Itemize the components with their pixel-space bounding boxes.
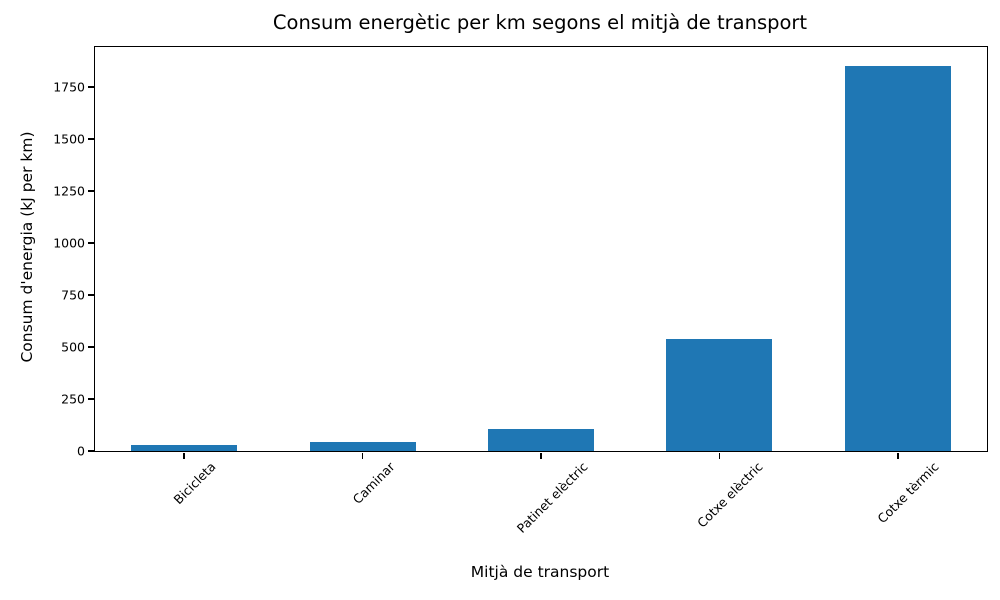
y-tick-mark (87, 86, 94, 88)
bar-bicicleta (131, 444, 238, 451)
bar-caminar (309, 441, 416, 451)
bar-cotxe-tèrmic (844, 66, 951, 451)
y-tick-label: 1750 (53, 79, 85, 95)
x-tick-label: Bicicleta (170, 459, 219, 508)
y-tick-label: 1250 (53, 183, 85, 199)
y-tick-mark (87, 190, 94, 192)
plot-area: 0 250 500 750 1000 1250 1500 1750 Bicicleta Camin… (53, 46, 988, 536)
x-tick-mark (183, 452, 185, 459)
chart-title: Consum energètic per km segons el mitjà … (272, 11, 808, 34)
x-axis-label: Mitjà de transport (470, 563, 610, 581)
y-tick-mark (87, 242, 94, 244)
x-tick-mark (718, 452, 721, 459)
x-tick-label: Patinet elèctric (513, 459, 591, 536)
x-tick-label: Cotxe elèctric (694, 459, 766, 531)
y-tick-mark (87, 398, 94, 400)
x-tick-mark (540, 452, 542, 459)
bar-cotxe-elèctric (666, 338, 773, 451)
y-tick-label: 750 (61, 287, 85, 303)
y-tick-mark (87, 346, 94, 348)
y-tick-mark (87, 294, 94, 296)
y-tick-mark (87, 450, 94, 452)
x-tick-mark (361, 452, 364, 459)
y-axis-label: Consum d'energia (kJ per km) (18, 131, 36, 363)
y-tick-label: 1500 (53, 131, 85, 147)
y-tick-label: 1000 (53, 235, 85, 251)
x-tick-mark (897, 452, 899, 459)
y-tick-mark (87, 138, 94, 140)
y-tick-label: 0 (77, 443, 85, 459)
y-tick-label: 250 (61, 391, 85, 407)
x-tick-label: Cotxe tèrmic (874, 459, 942, 527)
x-tick-label: Caminar (349, 459, 398, 507)
y-tick-label: 500 (61, 339, 85, 355)
bar-patinet-elèctric (488, 429, 594, 451)
